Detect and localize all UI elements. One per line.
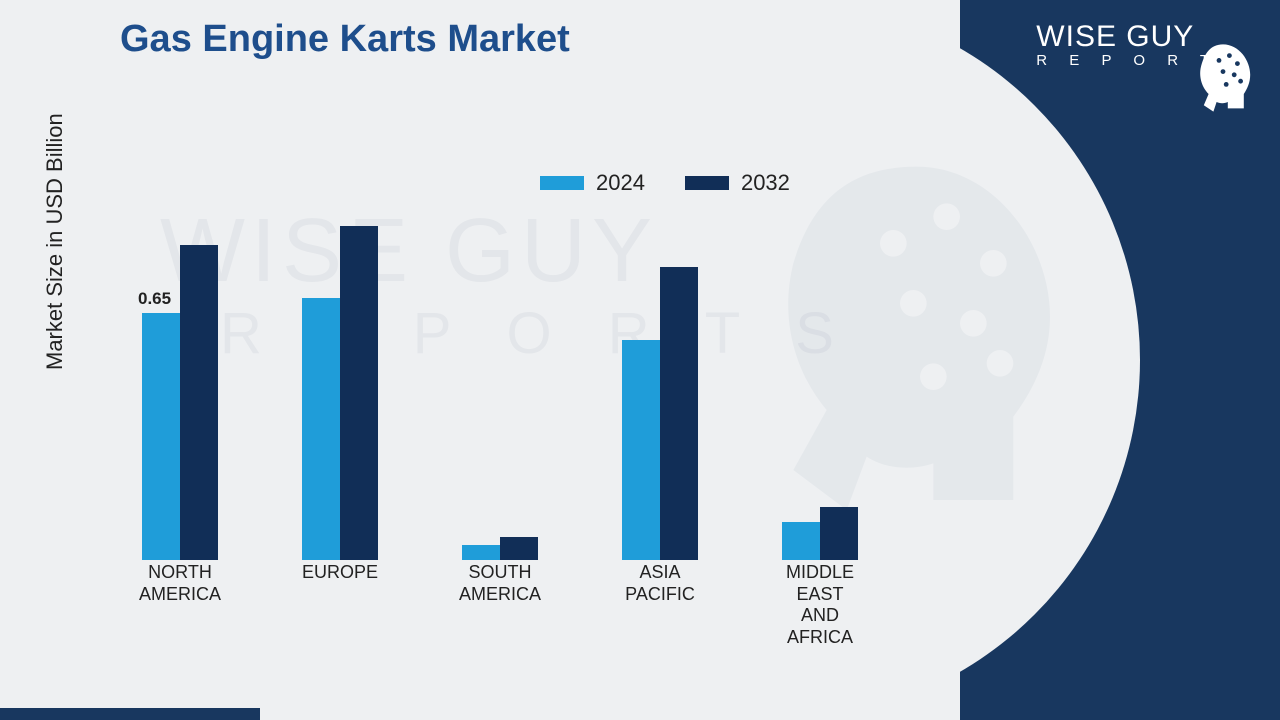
bar-group <box>462 537 538 560</box>
brand-logo: WISE GUY R E P O R T S <box>1036 20 1250 69</box>
bar <box>142 313 180 560</box>
bar <box>622 340 660 560</box>
bar <box>340 226 378 560</box>
bar <box>302 298 340 560</box>
x-axis-label: SOUTHAMERICA <box>430 562 570 648</box>
bars-row: 0.65 <box>100 180 900 560</box>
bar <box>782 522 820 560</box>
bar <box>180 245 218 560</box>
y-axis-label: Market Size in USD Billion <box>42 113 68 370</box>
bar-group: 0.65 <box>142 245 218 560</box>
footer-accent-bar <box>0 708 260 720</box>
head-icon <box>1175 38 1255 118</box>
bar-group <box>782 507 858 560</box>
chart-area: 0.65 <box>100 180 900 560</box>
x-axis-label: EUROPE <box>270 562 410 648</box>
x-axis-label: NORTHAMERICA <box>110 562 250 648</box>
bar-group <box>622 267 698 560</box>
bar <box>500 537 538 560</box>
page-title: Gas Engine Karts Market <box>120 18 570 61</box>
bar <box>660 267 698 560</box>
x-labels-row: NORTHAMERICAEUROPESOUTHAMERICAASIAPACIFI… <box>100 562 900 648</box>
bar-value-label: 0.65 <box>138 289 171 309</box>
bar <box>820 507 858 560</box>
x-axis-label: MIDDLEEASTANDAFRICA <box>750 562 890 648</box>
x-axis-label: ASIAPACIFIC <box>590 562 730 648</box>
bar-group <box>302 226 378 560</box>
bar <box>462 545 500 560</box>
